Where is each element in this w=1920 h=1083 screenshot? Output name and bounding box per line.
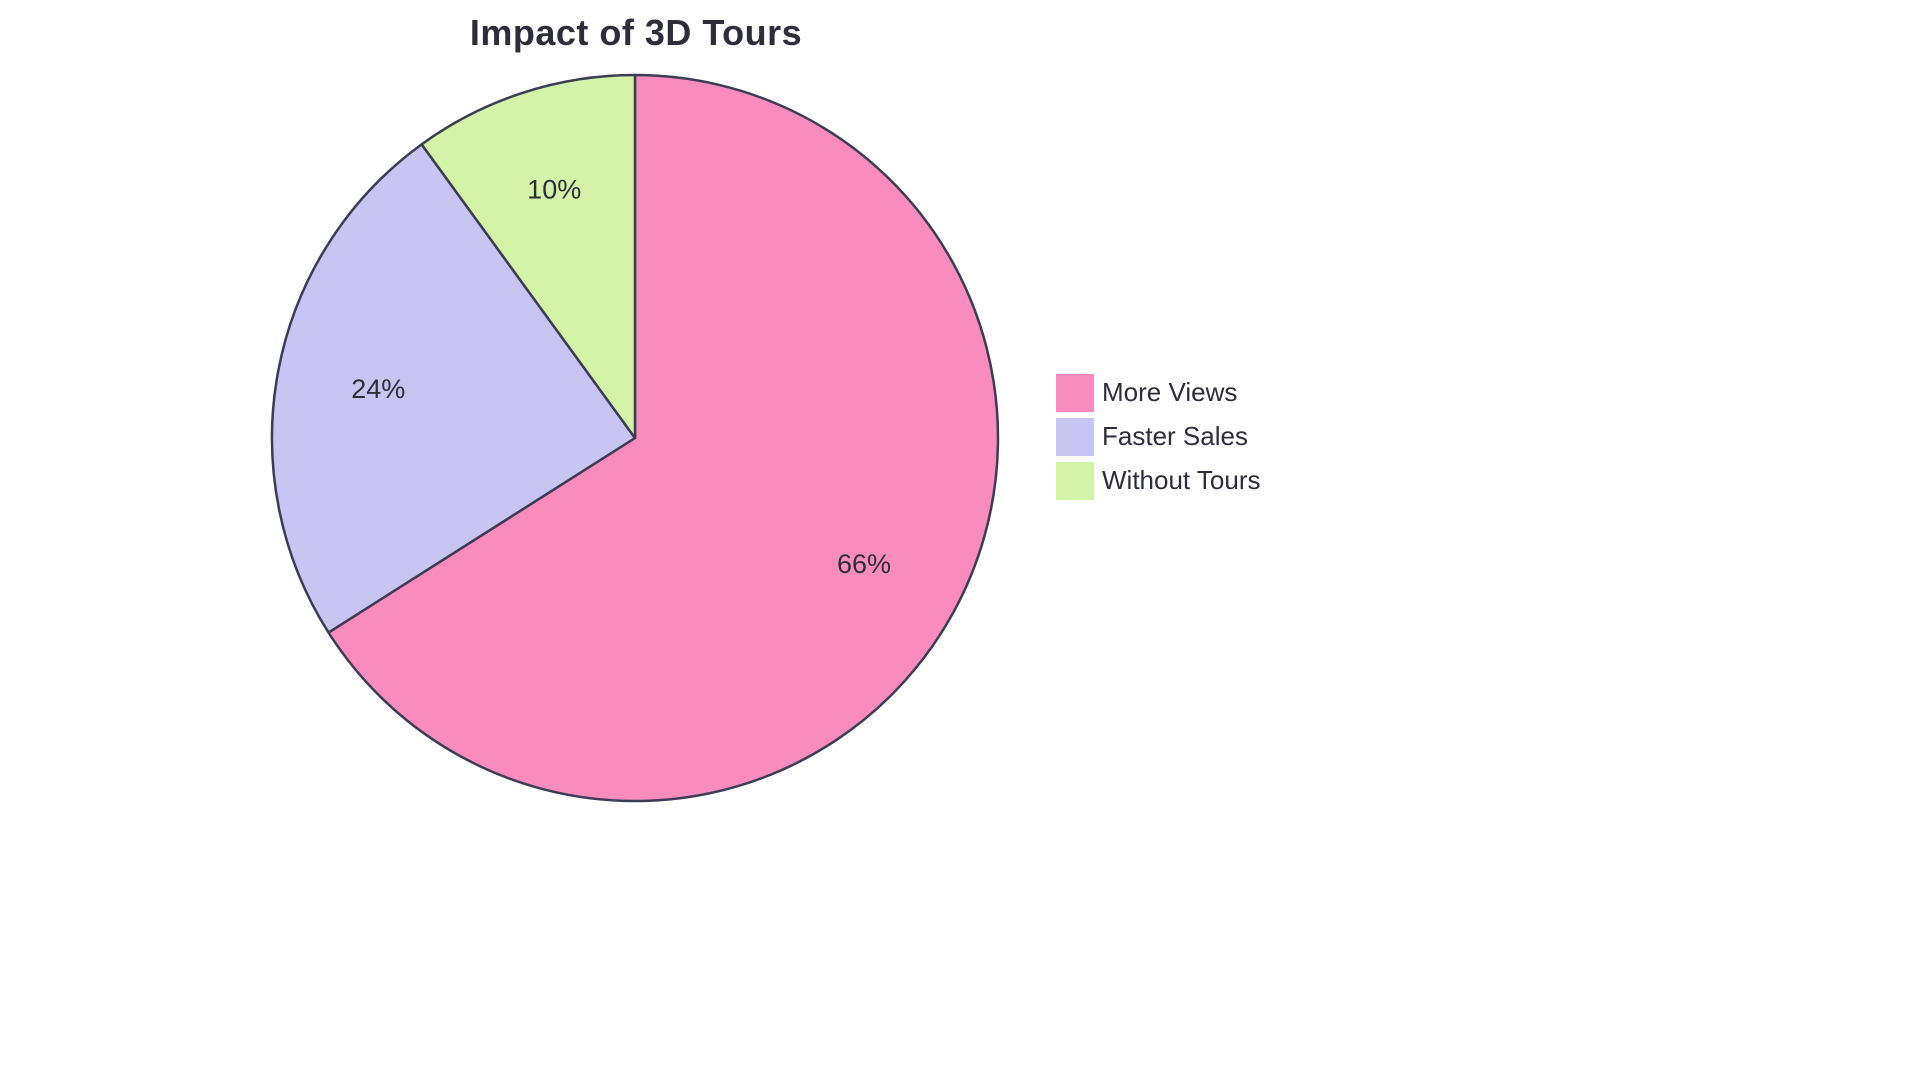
legend-item-faster-sales: Faster Sales bbox=[1056, 417, 1260, 456]
pie-slice-without-tours bbox=[420, 73, 637, 440]
legend-label-faster-sales: Faster Sales bbox=[1102, 421, 1248, 451]
pie-slice-more-views bbox=[327, 73, 1000, 803]
legend-label-without-tours: Without Tours bbox=[1102, 465, 1261, 495]
pie-slice-percent-more-views: 66% bbox=[837, 549, 891, 579]
legend-item-without-tours: Without Tours bbox=[1056, 461, 1260, 500]
pie-slice-percent-faster-sales: 24% bbox=[351, 374, 405, 404]
pie-slice-faster-sales bbox=[270, 143, 637, 634]
legend-swatch-more-views bbox=[1056, 373, 1094, 412]
legend: More Views Faster Sales Without Tours bbox=[1056, 373, 1260, 500]
chart-title: Impact of 3D Tours bbox=[469, 12, 803, 53]
legend-item-more-views: More Views bbox=[1056, 373, 1260, 412]
pie-slice-percent-without-tours: 10% bbox=[527, 174, 581, 204]
legend-swatch-faster-sales bbox=[1056, 417, 1094, 456]
legend-label-more-views: More Views bbox=[1102, 377, 1238, 407]
legend-swatch-without-tours bbox=[1056, 461, 1094, 500]
